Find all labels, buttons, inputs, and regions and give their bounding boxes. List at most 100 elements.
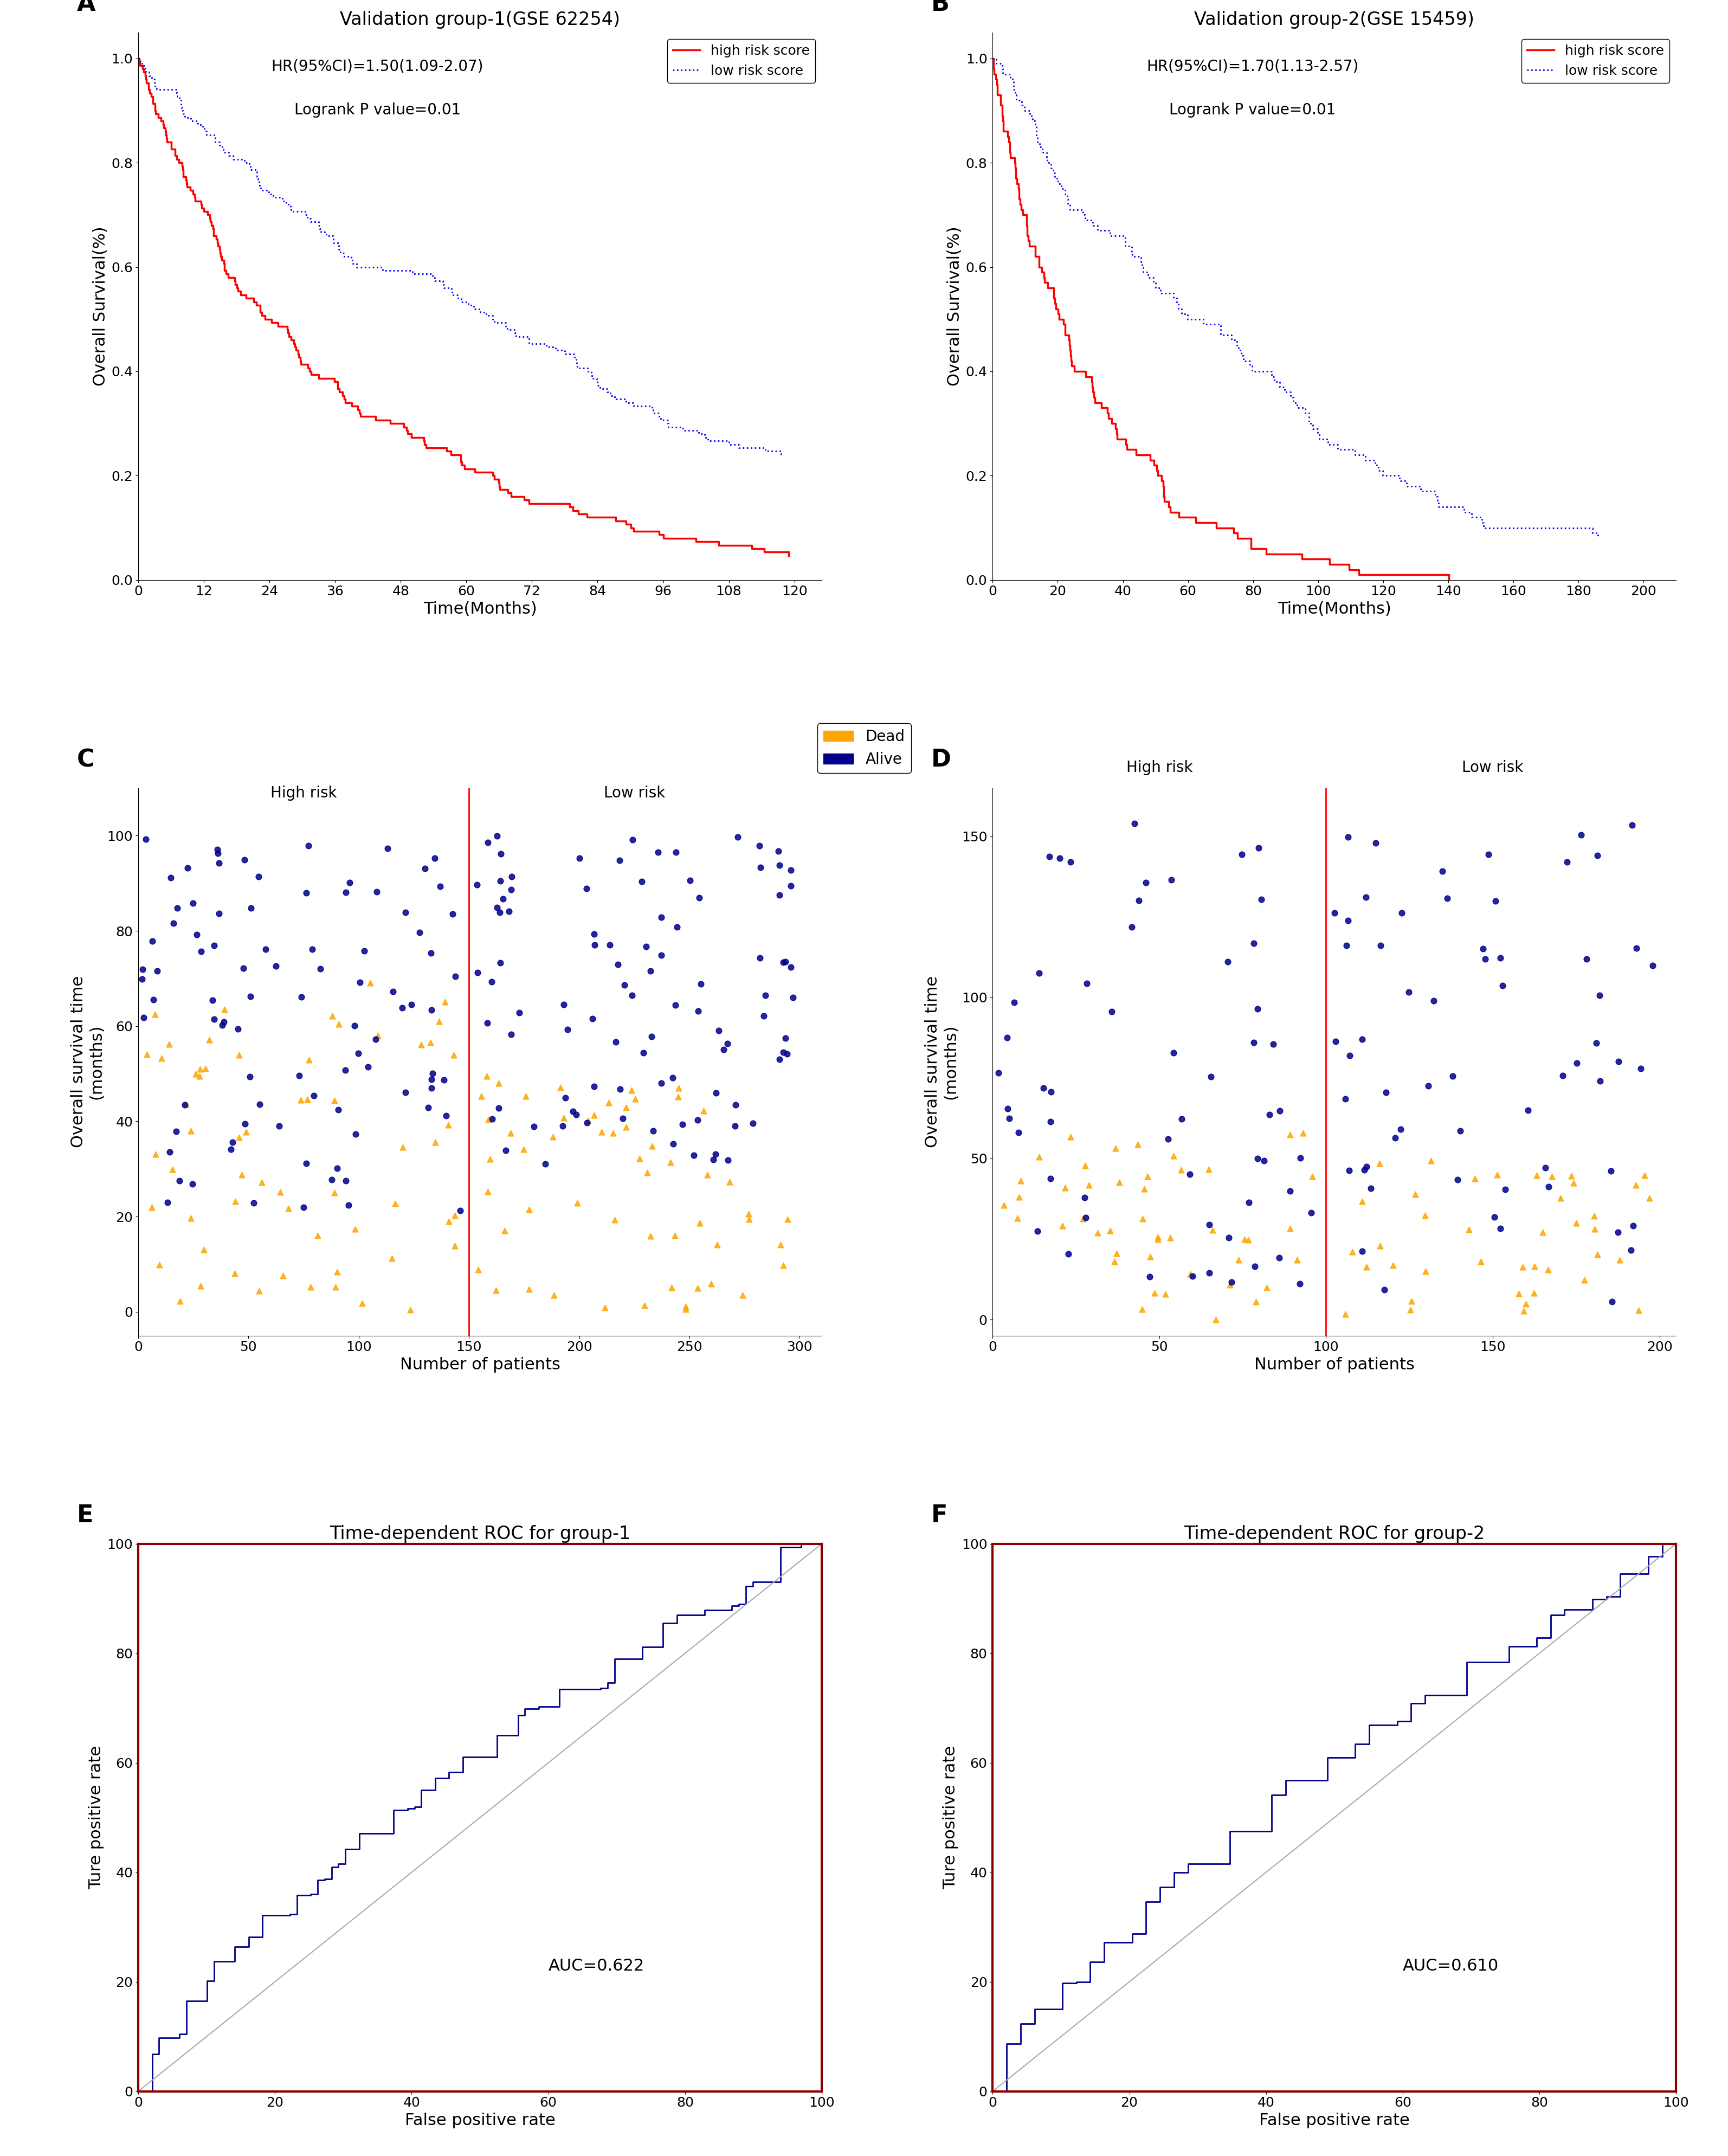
- Point: [766, 1041, 793, 1076]
- Text: AUC=0.622: AUC=0.622: [548, 1958, 645, 1975]
- Point: [249, 1164, 276, 1199]
- X-axis label: Number of patients: Number of patients: [399, 1356, 560, 1373]
- Point: [555, 1013, 582, 1048]
- Point: [252, 931, 280, 966]
- Point: [434, 1108, 461, 1143]
- Point: [232, 1106, 259, 1141]
- Point: [1365, 1229, 1393, 1263]
- Point: [491, 1214, 518, 1248]
- Point: [230, 843, 257, 877]
- Point: [396, 1294, 423, 1328]
- Point: [1023, 1214, 1051, 1248]
- Point: [1598, 1285, 1626, 1319]
- Point: [1135, 1259, 1163, 1294]
- Point: [1260, 1026, 1287, 1061]
- Point: [688, 966, 715, 1000]
- Y-axis label: Overall Survival(%): Overall Survival(%): [93, 226, 109, 386]
- Point: [1605, 1242, 1633, 1276]
- Point: [416, 936, 444, 970]
- Point: [321, 1175, 349, 1210]
- Point: [325, 1007, 353, 1041]
- Point: [1521, 1248, 1548, 1283]
- Point: [778, 854, 805, 888]
- Point: [591, 1289, 619, 1324]
- Point: [1334, 819, 1362, 854]
- Point: [1581, 1199, 1609, 1233]
- Point: [199, 983, 226, 1018]
- Point: [446, 1194, 473, 1229]
- Point: [245, 1087, 273, 1121]
- Point: [479, 1102, 506, 1136]
- Point: [766, 847, 793, 882]
- Text: C: C: [76, 748, 95, 772]
- Point: [612, 1091, 639, 1125]
- Legend: Dead, Alive: Dead, Alive: [817, 722, 911, 774]
- X-axis label: False positive rate: False positive rate: [1260, 2113, 1410, 2128]
- Point: [342, 1117, 370, 1151]
- Point: [746, 849, 774, 884]
- Point: [772, 1037, 800, 1072]
- Point: [752, 979, 779, 1013]
- Point: [657, 1145, 684, 1179]
- Text: A: A: [76, 0, 95, 15]
- Point: [171, 1087, 199, 1121]
- Point: [1049, 1207, 1077, 1242]
- Point: [702, 1136, 729, 1171]
- Point: [1553, 845, 1581, 880]
- Point: [610, 968, 638, 1003]
- Point: [487, 946, 515, 981]
- Point: [1287, 1141, 1315, 1175]
- Point: [354, 1050, 382, 1084]
- Point: [477, 1143, 505, 1177]
- Point: [486, 895, 513, 929]
- Point: [778, 949, 805, 983]
- Point: [745, 828, 772, 862]
- Point: [219, 1125, 247, 1160]
- Point: [1196, 1207, 1223, 1242]
- Point: [676, 862, 703, 897]
- Point: [392, 1076, 420, 1110]
- Point: [1367, 929, 1394, 964]
- Point: [1051, 1171, 1078, 1205]
- Point: [1056, 1119, 1083, 1153]
- Point: [187, 1270, 214, 1304]
- Text: Low risk: Low risk: [603, 785, 665, 800]
- Point: [1144, 1222, 1172, 1257]
- Point: [1123, 1128, 1151, 1162]
- Point: [1446, 1115, 1474, 1149]
- Point: [318, 1162, 346, 1197]
- Point: [662, 834, 689, 869]
- Point: [1481, 1199, 1509, 1233]
- Point: [439, 1037, 467, 1072]
- Point: [539, 1119, 567, 1153]
- Point: [506, 996, 534, 1031]
- Y-axis label: Overall survival time
(months): Overall survival time (months): [924, 977, 959, 1147]
- Point: [608, 1102, 636, 1136]
- Point: [1388, 1112, 1415, 1147]
- Point: [1244, 1141, 1272, 1175]
- Point: [441, 1229, 468, 1263]
- Point: [686, 1205, 714, 1240]
- Text: D: D: [931, 748, 950, 772]
- Point: [1118, 910, 1146, 944]
- Point: [211, 992, 238, 1026]
- Point: [658, 1125, 686, 1160]
- Point: [1177, 1257, 1204, 1291]
- Point: [178, 1166, 206, 1201]
- Point: [415, 1091, 442, 1125]
- Point: [1006, 1179, 1033, 1214]
- Point: [1353, 1250, 1381, 1285]
- Point: [1265, 1240, 1293, 1274]
- Point: [1348, 1233, 1375, 1268]
- Point: [1429, 854, 1457, 888]
- Point: [323, 1255, 351, 1289]
- Point: [581, 1069, 608, 1104]
- Point: [128, 962, 156, 996]
- Point: [1434, 882, 1462, 916]
- Point: [159, 906, 187, 940]
- Point: [1571, 1263, 1598, 1298]
- Point: [681, 1138, 708, 1173]
- Point: [684, 1270, 712, 1304]
- Point: [769, 944, 797, 979]
- Point: [162, 1115, 190, 1149]
